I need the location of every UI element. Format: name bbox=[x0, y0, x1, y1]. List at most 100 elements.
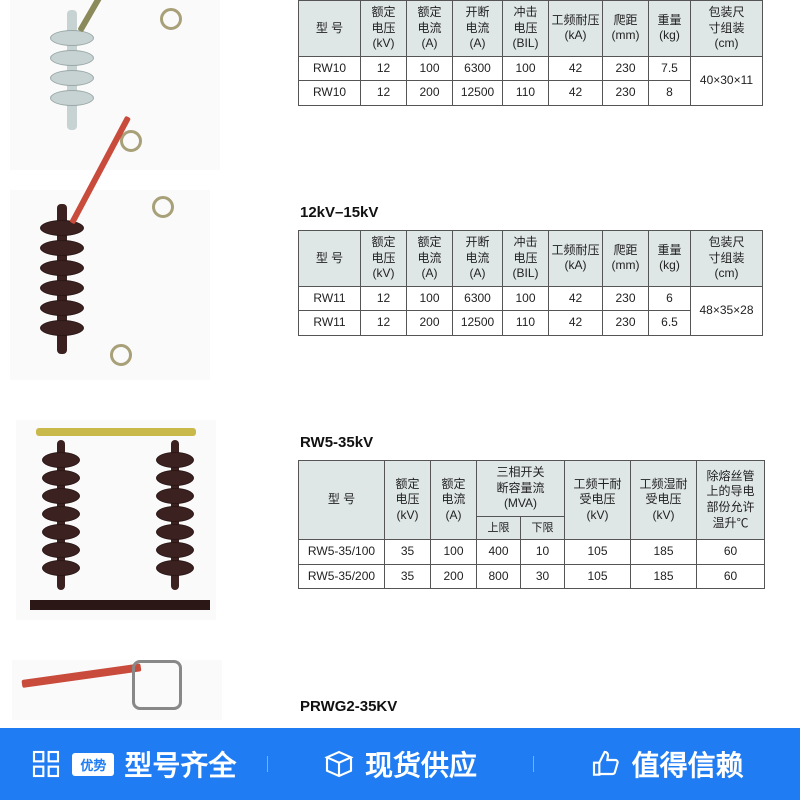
table-cell: RW10 bbox=[299, 56, 361, 81]
table-cell-package: 48×35×28 bbox=[691, 286, 763, 335]
table-cell: 230 bbox=[603, 56, 649, 81]
table-cell: 12500 bbox=[453, 81, 503, 106]
t2-h-creepage: 爬距(mm) bbox=[603, 231, 649, 287]
banner-slot-3: 值得信赖 bbox=[533, 744, 800, 784]
table-cell: 42 bbox=[549, 311, 603, 336]
table-cell: 7.5 bbox=[649, 56, 691, 81]
t1-h-pf: 工频耐压(kA) bbox=[549, 1, 603, 57]
table-cell: 6.5 bbox=[649, 311, 691, 336]
t1-h-weight: 重量(kg) bbox=[649, 1, 691, 57]
table-cell: 35 bbox=[385, 540, 431, 565]
table-cell: 100 bbox=[503, 56, 549, 81]
t1-h-voltage: 额定电压(kV) bbox=[361, 1, 407, 57]
table-cell: 35 bbox=[385, 564, 431, 589]
table-cell: RW11 bbox=[299, 311, 361, 336]
t1-h-creepage: 爬距(mm) bbox=[603, 1, 649, 57]
thumbs-up-icon bbox=[590, 748, 622, 780]
table-cell: 10 bbox=[521, 540, 565, 565]
t1-h-package: 包装尺寸组装(cm) bbox=[691, 1, 763, 57]
table-row: RW10121006300100422307.540×30×11 bbox=[299, 56, 763, 81]
table-cell: 6300 bbox=[453, 56, 503, 81]
t3-h-dry: 工频干耐受电压(kV) bbox=[565, 461, 631, 540]
page-root: 型 号 额定电压(kV) 额定电流(A) 开断电流(A) 冲击电压(BIL) 工… bbox=[0, 0, 800, 800]
section-title-12kv: 12kV–15kV bbox=[300, 204, 378, 221]
product-image-4 bbox=[12, 660, 222, 720]
table-cell: 30 bbox=[521, 564, 565, 589]
table-row: RW5-35/200352008003010518560 bbox=[299, 564, 765, 589]
t2-h-pf: 工频耐压(kA) bbox=[549, 231, 603, 287]
table-row: RW5-35/100351004001010518560 bbox=[299, 540, 765, 565]
table-cell: 60 bbox=[697, 564, 765, 589]
t2-h-current: 额定电流(A) bbox=[407, 231, 453, 287]
t1-h-model: 型 号 bbox=[299, 1, 361, 57]
banner-text-2: 现货供应 bbox=[365, 744, 477, 784]
table-cell: 6 bbox=[649, 286, 691, 311]
table-cell: 42 bbox=[549, 56, 603, 81]
product-image-2 bbox=[10, 190, 210, 380]
spec-table-3: 型 号 额定电压(kV) 额定电流(A) 三相开关断容量流(MVA) 工频干耐受… bbox=[298, 460, 765, 589]
table-cell: 12500 bbox=[453, 311, 503, 336]
box-icon bbox=[323, 748, 355, 780]
table-cell: RW5-35/100 bbox=[299, 540, 385, 565]
table-cell: 100 bbox=[407, 56, 453, 81]
t2-h-model: 型 号 bbox=[299, 231, 361, 287]
t2-h-breaking: 开断电流(A) bbox=[453, 231, 503, 287]
t3-h-wet: 工频湿耐受电压(kV) bbox=[631, 461, 697, 540]
t3-h-upper: 上限 bbox=[477, 516, 521, 539]
t3-h-voltage: 额定电压(kV) bbox=[385, 461, 431, 540]
table-cell: 105 bbox=[565, 564, 631, 589]
product-image-3 bbox=[16, 420, 216, 620]
table-cell: RW5-35/200 bbox=[299, 564, 385, 589]
banner-tag: 优势 bbox=[72, 753, 114, 776]
table-cell: 185 bbox=[631, 540, 697, 565]
t3-h-lower: 下限 bbox=[521, 516, 565, 539]
table-cell: 200 bbox=[407, 311, 453, 336]
table-cell: 110 bbox=[503, 311, 549, 336]
table-cell: 12 bbox=[361, 286, 407, 311]
t3-h-model: 型 号 bbox=[299, 461, 385, 540]
table-cell: 230 bbox=[603, 286, 649, 311]
footer-banner: 优势 型号齐全 现货供应 值得信赖 bbox=[0, 728, 800, 800]
t2-h-voltage: 额定电压(kV) bbox=[361, 231, 407, 287]
table-row: RW1112100630010042230648×35×28 bbox=[299, 286, 763, 311]
banner-slot-2: 现货供应 bbox=[267, 744, 534, 784]
table-cell: RW10 bbox=[299, 81, 361, 106]
table-cell: 12 bbox=[361, 56, 407, 81]
t2-h-impulse: 冲击电压(BIL) bbox=[503, 231, 549, 287]
table-cell: 105 bbox=[565, 540, 631, 565]
table-cell: 230 bbox=[603, 311, 649, 336]
t3-h-current: 额定电流(A) bbox=[431, 461, 477, 540]
table-cell: 100 bbox=[431, 540, 477, 565]
section-title-rw5: RW5-35kV bbox=[300, 434, 373, 451]
table-cell: 6300 bbox=[453, 286, 503, 311]
banner-text-3: 值得信赖 bbox=[632, 744, 744, 784]
table-cell: 185 bbox=[631, 564, 697, 589]
t3-h-threephase: 三相开关断容量流(MVA) bbox=[477, 461, 565, 517]
table-cell: 110 bbox=[503, 81, 549, 106]
table-cell: RW11 bbox=[299, 286, 361, 311]
t1-h-current: 额定电流(A) bbox=[407, 1, 453, 57]
table-cell: 230 bbox=[603, 81, 649, 106]
table-cell: 400 bbox=[477, 540, 521, 565]
table-cell: 100 bbox=[503, 286, 549, 311]
table-cell: 42 bbox=[549, 286, 603, 311]
table-cell: 60 bbox=[697, 540, 765, 565]
table-cell: 8 bbox=[649, 81, 691, 106]
grid-icon bbox=[30, 748, 62, 780]
table-cell: 800 bbox=[477, 564, 521, 589]
table-cell: 42 bbox=[549, 81, 603, 106]
table-cell: 200 bbox=[407, 81, 453, 106]
t2-h-weight: 重量(kg) bbox=[649, 231, 691, 287]
t3-h-temp: 除熔丝管上的导电部份允许温升℃ bbox=[697, 461, 765, 540]
banner-text-1: 型号齐全 bbox=[124, 744, 236, 784]
table-cell: 12 bbox=[361, 311, 407, 336]
t1-h-breaking: 开断电流(A) bbox=[453, 1, 503, 57]
table-cell: 100 bbox=[407, 286, 453, 311]
t2-h-package: 包装尺寸组装(cm) bbox=[691, 231, 763, 287]
table-cell: 12 bbox=[361, 81, 407, 106]
banner-slot-1: 优势 型号齐全 bbox=[0, 744, 267, 784]
section-title-prwg2: PRWG2-35KV bbox=[300, 698, 397, 715]
table-cell-package: 40×30×11 bbox=[691, 56, 763, 105]
spec-table-1: 型 号 额定电压(kV) 额定电流(A) 开断电流(A) 冲击电压(BIL) 工… bbox=[298, 0, 763, 106]
spec-table-2: 型 号 额定电压(kV) 额定电流(A) 开断电流(A) 冲击电压(BIL) 工… bbox=[298, 230, 763, 336]
